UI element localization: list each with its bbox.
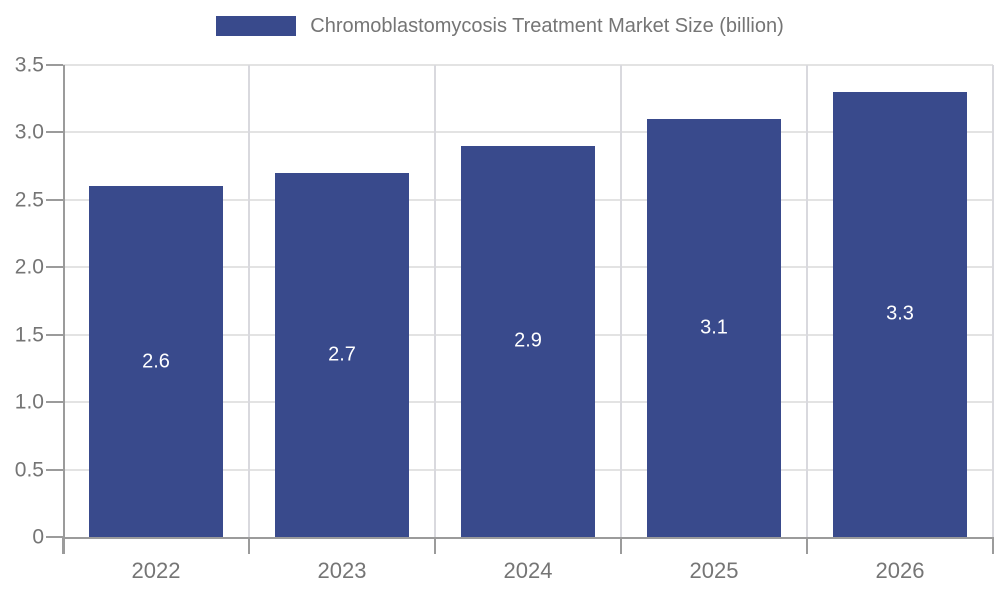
y-tick-label: 2.0	[14, 255, 44, 279]
gridline-vertical	[248, 65, 250, 537]
x-tick-label-2024: 2024	[503, 558, 553, 583]
legend: Chromoblastomycosis Treatment Market Siz…	[0, 14, 1000, 38]
plot-area: 2.6 2.7 2.9 3.1 3.3	[63, 64, 994, 537]
y-tick-mark	[46, 64, 63, 66]
bar-value-label: 2.7	[328, 343, 356, 366]
bar-value-label: 3.3	[886, 302, 914, 325]
bar-value-label: 2.9	[514, 329, 542, 352]
bar-2022: 2.6	[89, 186, 223, 537]
x-tick-label-2023: 2023	[317, 558, 367, 583]
y-tick-label: 3.0	[14, 120, 44, 144]
gridline-vertical	[992, 65, 994, 537]
y-axis-tick-labels: 0 0.5 1.0 1.5 2.0 2.5 3.0 3.5	[0, 55, 44, 548]
bar-value-label: 3.1	[700, 316, 728, 339]
x-tick-label-2026: 2026	[875, 558, 925, 583]
y-tick-mark	[46, 333, 63, 336]
y-tick-mark	[46, 131, 63, 134]
y-tick-label: 2.5	[14, 188, 44, 212]
bar-value-label: 2.6	[142, 350, 170, 373]
bar-2023: 2.7	[275, 172, 409, 537]
x-tick-mark	[620, 537, 622, 554]
x-axis-line	[63, 537, 993, 539]
y-tick-mark	[46, 468, 63, 471]
x-axis-tick-labels: 2022 2023 2024 2025 2026	[63, 558, 993, 588]
bar-2025: 3.1	[647, 118, 781, 537]
x-tick-mark	[248, 537, 250, 554]
gridline-horizontal	[63, 131, 993, 134]
x-tick-mark	[806, 537, 808, 554]
x-tick-label-2022: 2022	[131, 558, 181, 583]
y-tick-mark	[46, 536, 63, 538]
y-axis-ticks	[46, 64, 63, 538]
legend-swatch	[216, 16, 297, 36]
y-tick-label: 0	[32, 525, 44, 549]
y-tick-mark	[46, 266, 63, 269]
bar-2024: 2.9	[461, 145, 595, 537]
y-axis-line	[63, 65, 65, 554]
x-axis-ticks	[62, 537, 994, 554]
y-tick-label: 3.5	[14, 53, 44, 77]
x-tick-mark	[992, 537, 994, 554]
y-tick-mark	[46, 401, 63, 404]
y-tick-label: 0.5	[14, 458, 44, 482]
x-tick-mark	[434, 537, 436, 554]
gridline-vertical	[620, 65, 622, 537]
gridline-vertical	[806, 65, 808, 537]
gridline-horizontal	[63, 64, 993, 66]
y-tick-label: 1.5	[14, 323, 44, 347]
x-tick-label-2025: 2025	[689, 558, 739, 583]
gridline-vertical	[434, 65, 436, 537]
bar-2026: 3.3	[833, 91, 967, 537]
legend-label: Chromoblastomycosis Treatment Market Siz…	[310, 15, 784, 37]
y-tick-mark	[46, 198, 63, 201]
x-tick-mark	[62, 537, 64, 554]
y-tick-label: 1.0	[14, 390, 44, 414]
